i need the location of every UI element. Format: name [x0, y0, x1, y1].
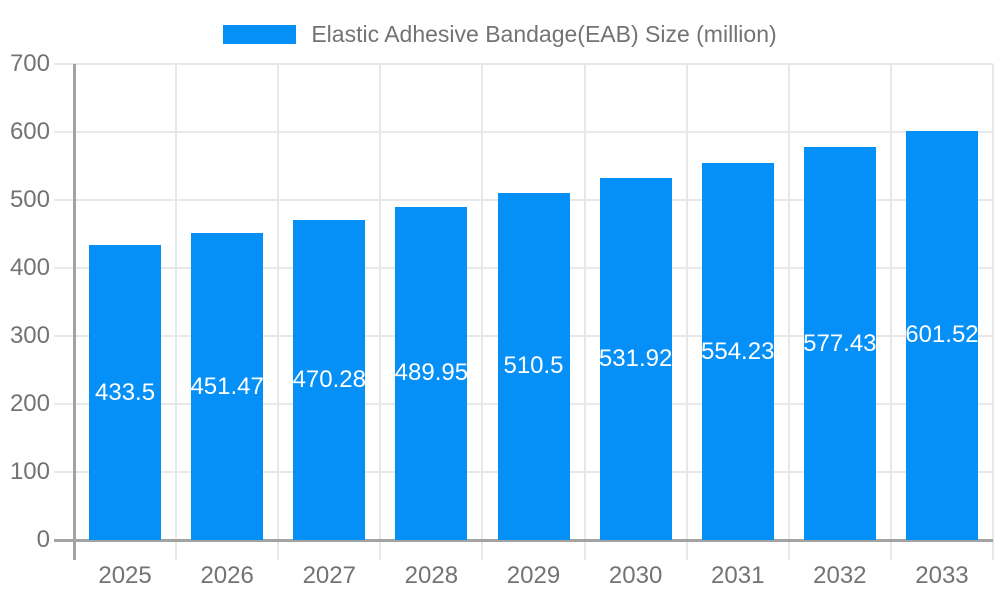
bar-value-label: 531.92	[598, 345, 673, 373]
legend-item[interactable]: Elastic Adhesive Bandage(EAB) Size (mill…	[0, 21, 1000, 47]
bar-2025[interactable]	[89, 245, 162, 540]
x-axis-tick-label: 2033	[915, 562, 969, 589]
y-axis-tick-label: 200	[9, 390, 50, 417]
x-gridline	[379, 64, 382, 560]
bar-value-label: 601.52	[905, 321, 979, 349]
y-axis-tick-label: 500	[9, 186, 50, 213]
x-axis-tick-label: 2027	[302, 562, 356, 589]
bar-2030[interactable]	[599, 178, 672, 540]
legend-label: Elastic Adhesive Bandage(EAB) Size (mill…	[311, 20, 777, 47]
x-axis-tick-label: 2032	[813, 562, 867, 589]
bar-2031[interactable]	[701, 163, 774, 540]
x-axis-tick-label: 2026	[200, 562, 254, 589]
x-axis-line	[54, 538, 993, 542]
legend-swatch	[223, 24, 297, 44]
y-axis-tick-label: 300	[9, 322, 50, 349]
y-axis-tick-label: 100	[9, 458, 50, 485]
bar-2032[interactable]	[803, 147, 876, 540]
x-gridline	[481, 64, 484, 560]
x-axis-tick-label: 2029	[506, 562, 561, 589]
x-axis-tick-label: 2030	[608, 562, 663, 589]
y-gridline	[54, 131, 993, 133]
x-gridline	[787, 64, 790, 560]
bar-value-label: 451.47	[190, 372, 264, 400]
x-gridline	[277, 64, 280, 560]
bar-value-label: 554.23	[701, 337, 775, 365]
y-axis-tick-label: 700	[9, 50, 50, 77]
x-gridline	[992, 64, 994, 560]
y-axis-line	[72, 64, 76, 560]
x-gridline	[175, 64, 178, 560]
bar-value-label: 489.95	[394, 359, 469, 387]
bar-2027[interactable]	[293, 220, 366, 540]
y-axis-tick-label: 400	[9, 254, 50, 281]
bar-2033[interactable]	[905, 130, 978, 540]
x-axis-tick-label: 2028	[404, 562, 459, 589]
bar-2026[interactable]	[191, 233, 264, 540]
y-axis-tick-label: 600	[9, 118, 50, 145]
bar-value-label: 510.5	[503, 352, 564, 380]
y-axis-tick-label: 0	[36, 526, 50, 553]
bar-2029[interactable]	[497, 192, 570, 540]
bar-value-label: 577.43	[803, 329, 877, 357]
x-axis-tick-label: 2025	[98, 562, 152, 589]
bar-value-label: 433.5	[95, 378, 156, 406]
y-gridline	[54, 63, 993, 65]
x-gridline	[583, 64, 586, 560]
x-axis-tick-label: 2031	[711, 562, 765, 589]
bar-value-label: 470.28	[292, 366, 366, 394]
x-gridline	[889, 64, 892, 560]
x-gridline	[685, 64, 688, 560]
bar-2028[interactable]	[395, 206, 468, 540]
